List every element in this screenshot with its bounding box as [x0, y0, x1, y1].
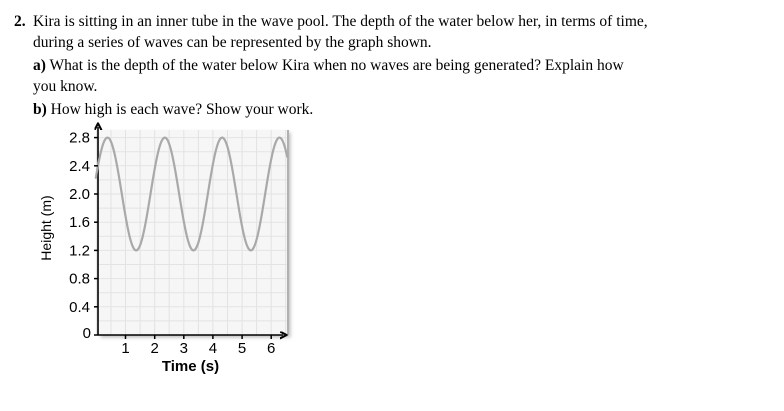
svg-text:0: 0	[83, 325, 91, 342]
svg-text:1.6: 1.6	[69, 214, 90, 231]
svg-text:2.4: 2.4	[69, 158, 90, 175]
svg-text:1: 1	[121, 340, 129, 357]
svg-text:0.4: 0.4	[69, 299, 90, 316]
svg-text:6: 6	[267, 340, 275, 357]
svg-text:2.0: 2.0	[69, 186, 90, 203]
svg-text:2: 2	[151, 340, 159, 357]
svg-text:0.8: 0.8	[69, 271, 90, 288]
svg-text:5: 5	[238, 340, 246, 357]
svg-text:3: 3	[180, 340, 188, 357]
svg-text:2.8: 2.8	[69, 130, 90, 147]
svg-text:1.2: 1.2	[69, 242, 90, 259]
svg-text:4: 4	[209, 340, 217, 357]
